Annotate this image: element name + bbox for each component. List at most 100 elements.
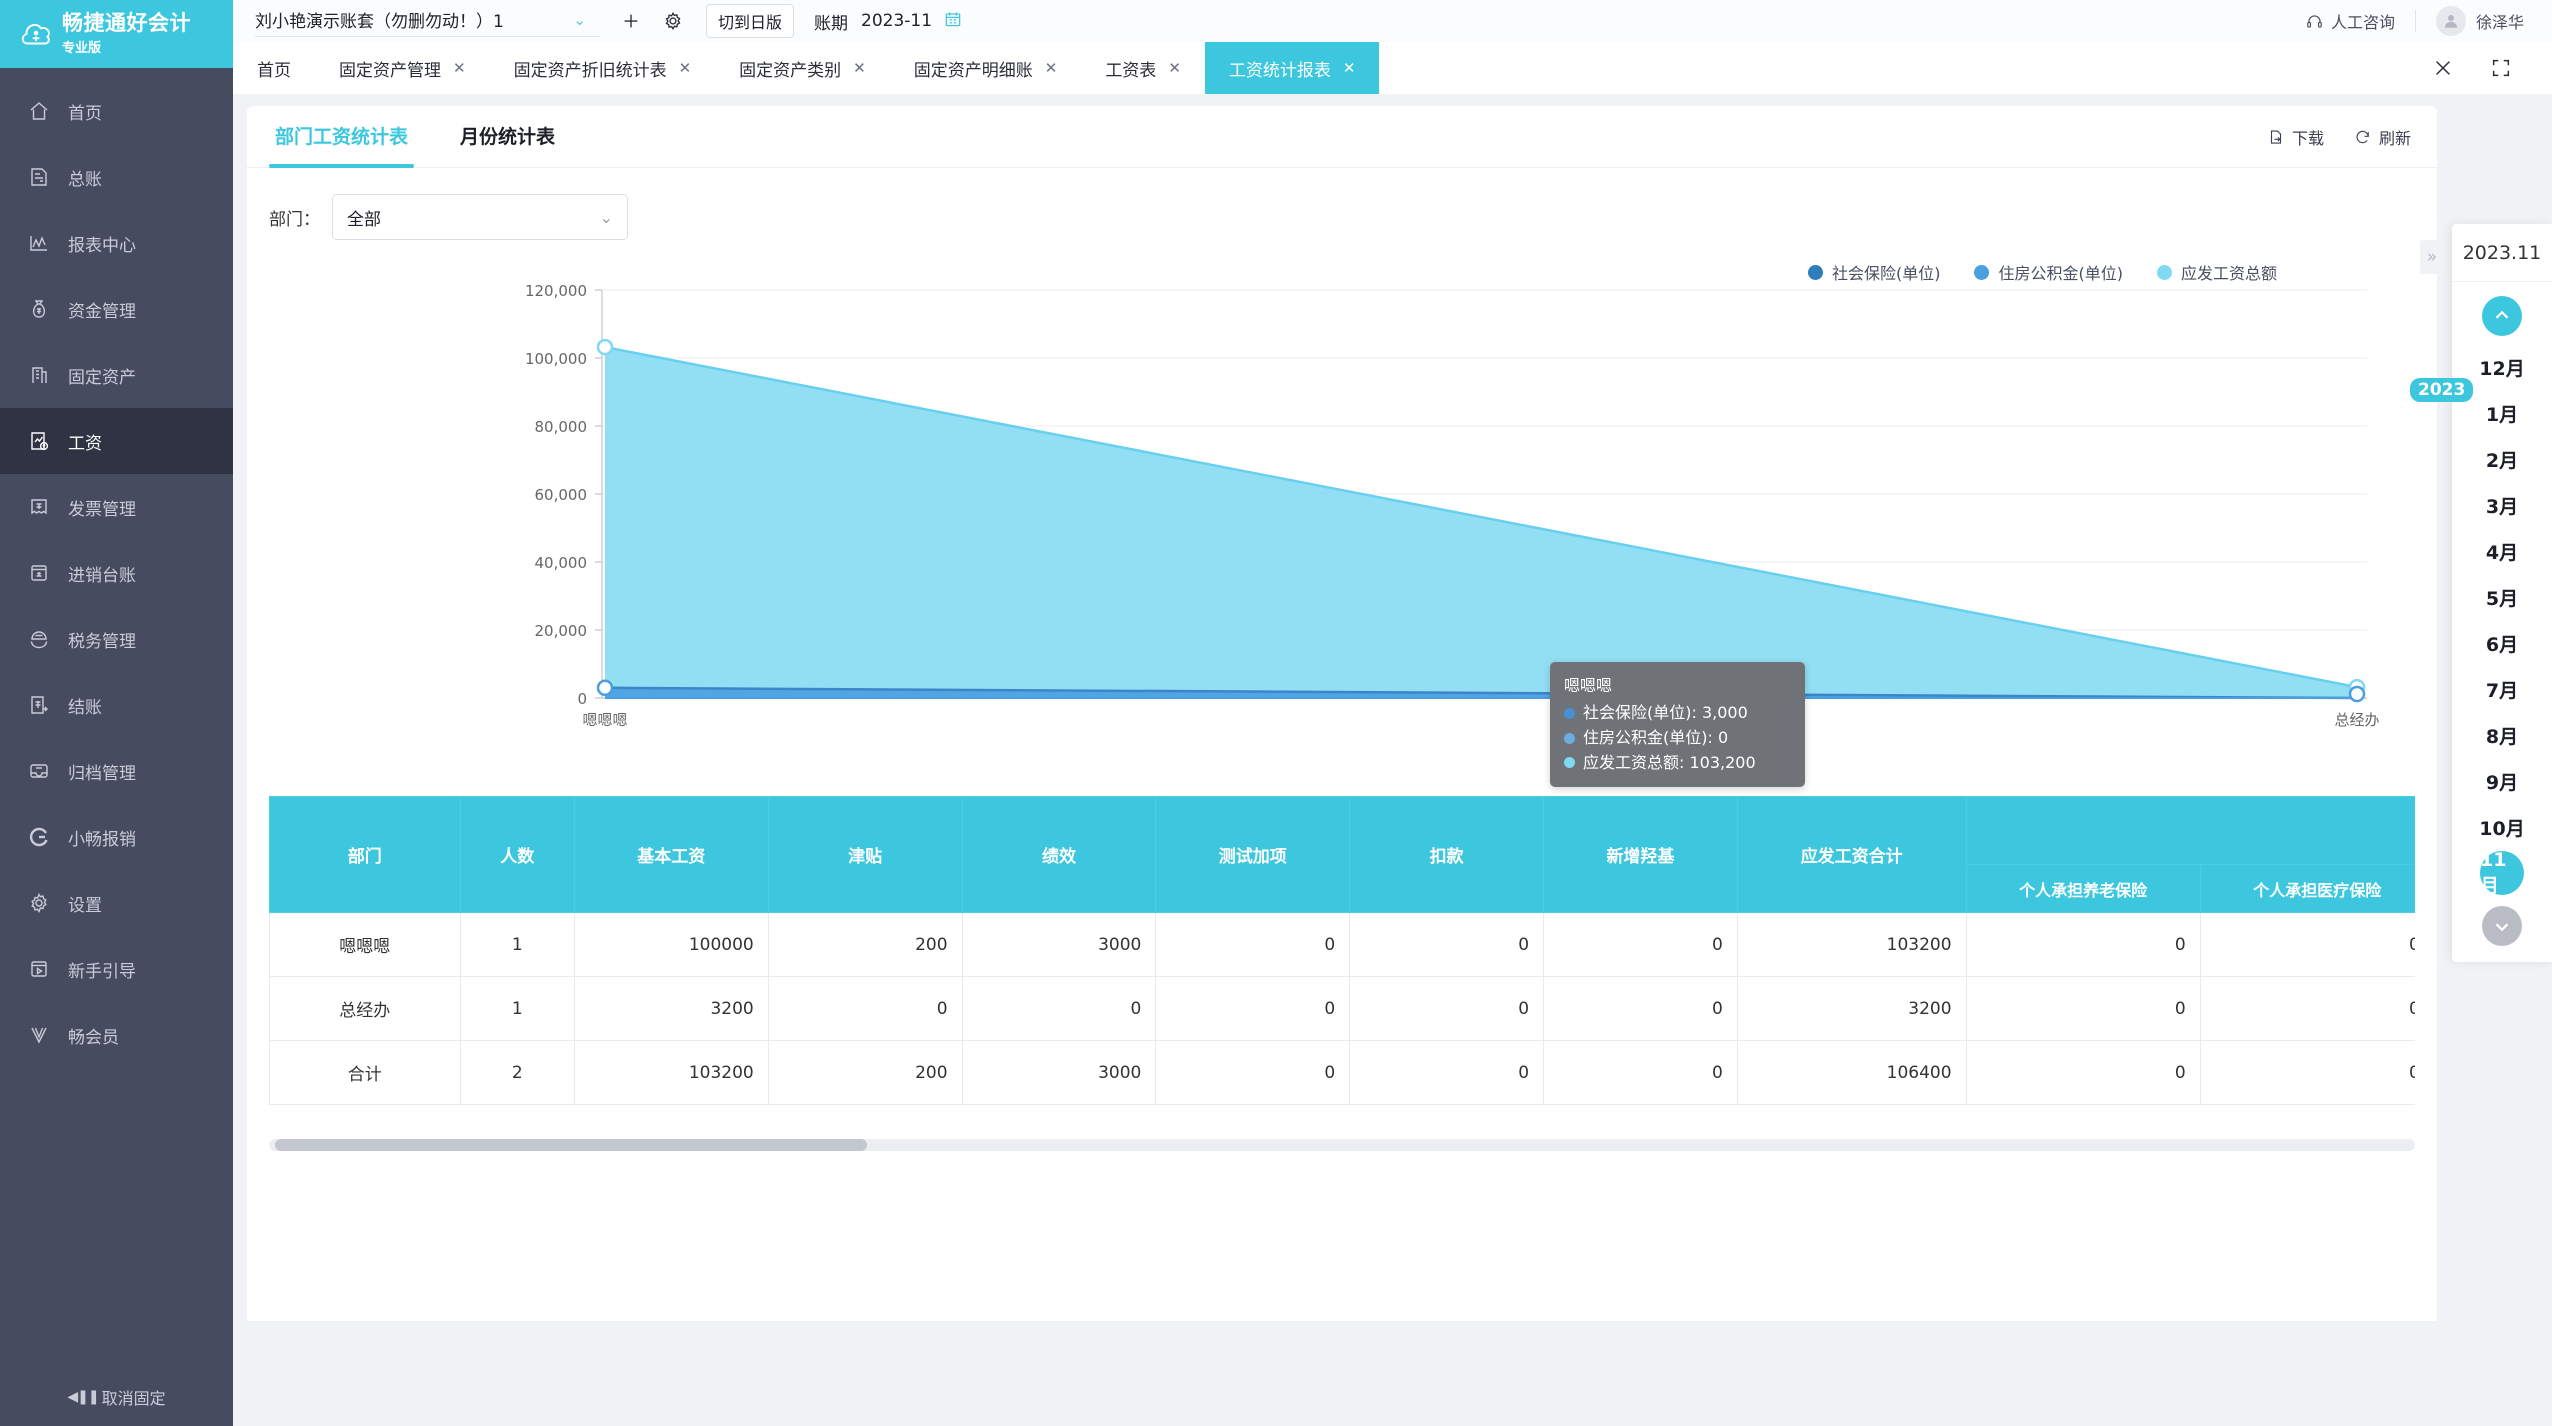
tab-payroll-statistics-report[interactable]: 工资统计报表 ✕ xyxy=(1204,42,1380,94)
legend-dot-icon xyxy=(2156,264,2172,280)
sidebar-item-guide[interactable]: 新手引导 xyxy=(0,936,233,1002)
tooltip-row: 应发工资总额: 103,200 xyxy=(1564,751,1791,776)
tab-fixed-asset-detail-ledger[interactable]: 固定资产明细账 ✕ xyxy=(890,42,1082,94)
month-item-5[interactable]: 5月 xyxy=(2452,574,2552,620)
payroll-table-wrapper: 部门 人数 基本工资 津贴 绩效 测试加项 扣款 新增羟基 应发工资合计 xyxy=(269,796,2415,1105)
cell-department: 合计 xyxy=(269,1040,461,1105)
close-icon[interactable]: ✕ xyxy=(453,59,466,77)
tab-depreciation-statistics[interactable]: 固定资产折旧统计表 ✕ xyxy=(490,42,716,94)
payroll-icon xyxy=(22,429,56,453)
th-headcount[interactable]: 人数 xyxy=(459,796,575,913)
download-label: 下载 xyxy=(2291,128,2324,148)
chevrons-right-icon[interactable]: » xyxy=(2420,240,2444,274)
legend-label: 应发工资总额 xyxy=(2180,264,2277,283)
th-personal-medical[interactable]: 个人承担医疗保险 xyxy=(2199,864,2415,913)
legend-item-social-insurance[interactable]: 社会保险(单位) xyxy=(1807,260,1940,284)
sidebar-item-reimbursement[interactable]: 小畅报销 xyxy=(0,804,233,870)
cell-personal-pension: 0 xyxy=(1965,1040,2201,1105)
legend-item-total-payable[interactable]: 应发工资总额 xyxy=(2156,260,2277,284)
sidebar-item-vip[interactable]: 畅会员 xyxy=(0,1002,233,1068)
sidebar-item-settings[interactable]: 设置 xyxy=(0,870,233,936)
brand-sub: 专业版 xyxy=(62,40,102,56)
month-item-2[interactable]: 2月 xyxy=(2452,436,2552,482)
username[interactable]: 徐泽华 xyxy=(2475,13,2524,32)
sub-tab-department-payroll[interactable]: 部门工资统计表 xyxy=(269,106,415,168)
th-total-payable[interactable]: 应发工资合计 xyxy=(1736,796,1967,913)
calendar-icon[interactable] xyxy=(943,9,963,34)
sidebar-item-fixed-assets[interactable]: 固定资产 xyxy=(0,342,233,408)
ledger-settings-button[interactable] xyxy=(662,10,684,32)
table-row[interactable]: 合计 2 103200 200 3000 0 0 0 106400 0 0 xyxy=(269,1040,2415,1105)
sidebar-item-payroll[interactable]: 工资 xyxy=(0,408,233,474)
sidebar-item-label: 首页 xyxy=(68,103,102,124)
close-icon[interactable]: ✕ xyxy=(1168,59,1181,77)
month-item-7[interactable]: 7月 xyxy=(2452,666,2552,712)
scrollbar-thumb[interactable] xyxy=(275,1139,867,1151)
tab-label: 工资统计报表 xyxy=(1228,60,1331,81)
switch-to-daily-version-button[interactable]: 切到日版 xyxy=(706,4,795,38)
sub-tab-monthly-statistics[interactable]: 月份统计表 xyxy=(460,125,556,148)
sidebar-item-general-ledger[interactable]: 总账 xyxy=(0,144,233,210)
data-point-marker[interactable] xyxy=(2348,685,2366,703)
sidebar-item-archive-management[interactable]: 归档管理 xyxy=(0,738,233,804)
sidebar-item-home[interactable]: 首页 xyxy=(0,78,233,144)
table-horizontal-scrollbar[interactable] xyxy=(269,1139,2415,1151)
month-item-4[interactable]: 4月 xyxy=(2452,528,2552,574)
sidebar-item-inventory-ledger[interactable]: 进销台账 xyxy=(0,540,233,606)
th-performance[interactable]: 绩效 xyxy=(961,796,1157,913)
table-row[interactable]: 总经办 1 3200 0 0 0 0 0 3200 0 0 xyxy=(269,976,2415,1041)
filter-bar: 部门： 全部 ⌄ xyxy=(247,168,2437,240)
month-item-12[interactable]: 12月 xyxy=(2452,344,2552,390)
department-select[interactable]: 全部 ⌄ xyxy=(332,194,628,240)
month-item-9[interactable]: 9月 xyxy=(2452,758,2552,804)
sidebar-item-fund-management[interactable]: 资金管理 xyxy=(0,276,233,342)
data-point-marker[interactable] xyxy=(596,338,614,356)
sidebar-item-closing[interactable]: 结账 xyxy=(0,672,233,738)
data-point-marker[interactable] xyxy=(596,679,614,697)
month-item-11[interactable]: 11月 xyxy=(2452,849,2552,897)
th-base-salary[interactable]: 基本工资 xyxy=(573,796,769,913)
tab-payroll-sheet[interactable]: 工资表 ✕ xyxy=(1081,42,1205,94)
close-icon[interactable]: ✕ xyxy=(1044,59,1058,77)
close-icon[interactable]: ✕ xyxy=(678,59,692,77)
th-test-addition[interactable]: 测试加项 xyxy=(1155,796,1351,913)
sidebar-collapse-button[interactable]: ◀❚❚ 取消固定 xyxy=(0,1368,233,1426)
accounting-period[interactable]: 账期 2023-11 xyxy=(814,9,963,34)
month-item-1[interactable]: 2023 1月 xyxy=(2410,378,2552,436)
th-department[interactable]: 部门 xyxy=(269,796,461,913)
month-scroll-up-button[interactable] xyxy=(2482,296,2522,336)
avatar[interactable] xyxy=(2435,6,2466,36)
download-button[interactable]: 下载 xyxy=(2267,125,2324,149)
department-select-value: 全部 xyxy=(347,209,381,230)
ledger-selector[interactable]: 刘小艳演示账套（勿删勿动！）1 ⌄ xyxy=(255,5,600,37)
close-icon[interactable]: ✕ xyxy=(853,59,866,77)
support-button[interactable]: 人工咨询 xyxy=(2305,9,2395,33)
th-new-hydroxyl[interactable]: 新增羟基 xyxy=(1543,796,1738,913)
tooltip-row: 社会保险(单位): 3,000 xyxy=(1564,701,1791,726)
tab-home[interactable]: 首页 xyxy=(233,42,315,94)
tab-fixed-asset-category[interactable]: 固定资产类别 ✕ xyxy=(715,42,890,94)
th-personal-pension[interactable]: 个人承担养老保险 xyxy=(1965,864,2201,913)
sidebar-item-tax-management[interactable]: 税务管理 xyxy=(0,606,233,672)
sidebar-item-report-center[interactable]: 报表中心 xyxy=(0,210,233,276)
month-item-3[interactable]: 3月 xyxy=(2452,482,2552,528)
y-tick-label: 0 xyxy=(577,690,587,708)
close-icon[interactable]: ✕ xyxy=(1342,59,1356,77)
tab-fixed-asset-management[interactable]: 固定资产管理 ✕ xyxy=(315,42,490,94)
month-item-10[interactable]: 10月 xyxy=(2452,804,2552,850)
refresh-button[interactable]: 刷新 xyxy=(2354,125,2411,149)
month-item-6[interactable]: 6月 xyxy=(2452,620,2552,666)
cell-personal-medical: 0 xyxy=(2199,1040,2415,1105)
y-tick-label: 40,000 xyxy=(535,554,588,572)
month-scroll-down-button[interactable] xyxy=(2482,906,2522,946)
th-deduction[interactable]: 扣款 xyxy=(1349,796,1545,913)
table-row[interactable]: 嗯嗯嗯 1 100000 200 3000 0 0 0 103200 0 0 xyxy=(269,912,2415,977)
month-item-8[interactable]: 8月 xyxy=(2452,712,2552,758)
th-allowance[interactable]: 津贴 xyxy=(767,796,963,913)
fullscreen-button[interactable] xyxy=(2472,57,2530,79)
sidebar-item-invoice-management[interactable]: 发票管理 xyxy=(0,474,233,540)
legend-item-housing-fund[interactable]: 住房公积金(单位) xyxy=(1974,260,2123,284)
close-all-tabs-button[interactable] xyxy=(2414,57,2472,79)
add-ledger-button[interactable] xyxy=(620,10,642,32)
